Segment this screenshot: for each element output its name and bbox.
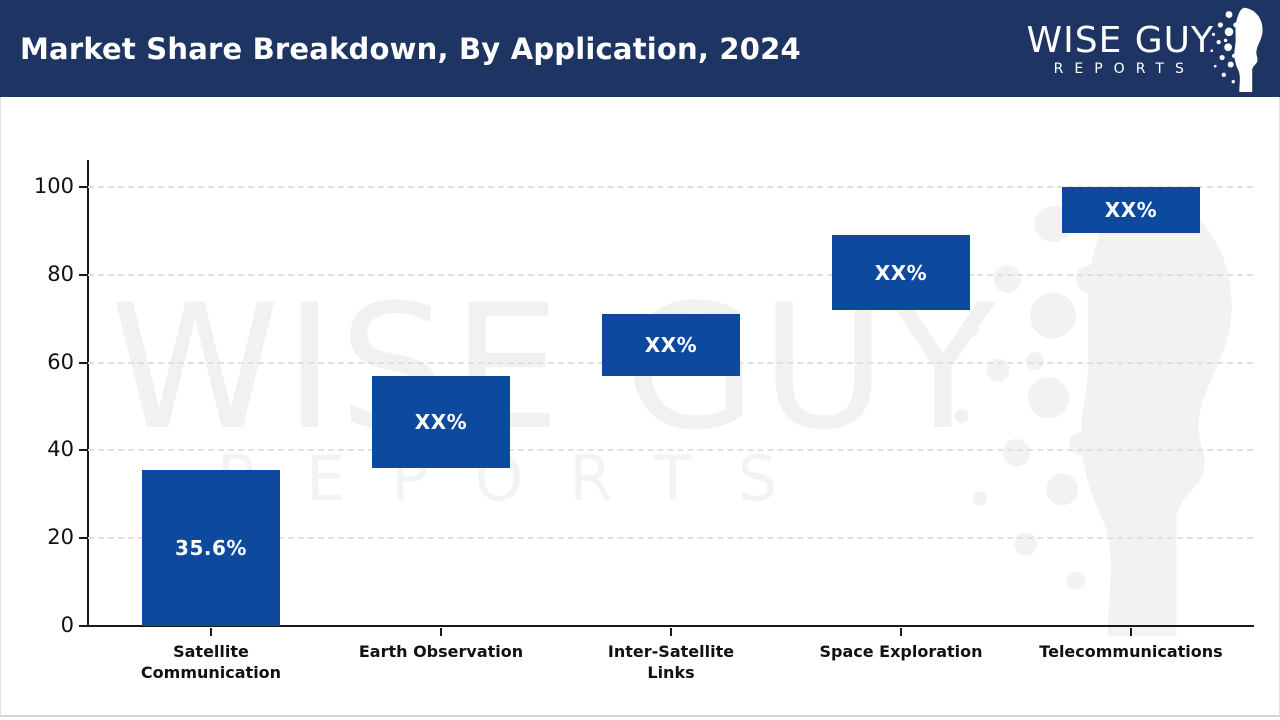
h-gridline [88, 273, 1253, 276]
x-category-label-line: Earth Observation [358, 642, 524, 661]
x-category-label: Satellite Communication [96, 641, 326, 683]
y-tick-label: 60 [47, 349, 74, 374]
x-category-label: Inter-Satellite Links [556, 641, 786, 683]
bar-value-label: XX% [644, 333, 698, 358]
h-gridline [88, 537, 1253, 540]
x-category-label: Telecommunications [1016, 641, 1246, 662]
bar-segment: XX% [832, 235, 970, 310]
x-tick-mark [670, 628, 672, 636]
x-category-label-line: Communication [140, 663, 282, 682]
x-axis-spine [87, 625, 1254, 627]
bar-segment: XX% [602, 314, 740, 376]
wise-guy-reports-logo: WISE GUY REPORTS [1027, 4, 1267, 94]
logo-reports-label: REPORTS [1053, 61, 1195, 77]
bar-segment: 35.6% [142, 469, 280, 626]
x-tick-mark [900, 628, 902, 636]
bar-value-label: 35.6% [175, 535, 247, 560]
x-category-label-line: Space Exploration [819, 642, 983, 661]
bar-value-label: XX% [874, 260, 928, 285]
y-tick-label: 40 [47, 437, 74, 462]
logo-wiseguy-label: WISE GUY [1026, 20, 1214, 61]
x-tick-mark [440, 628, 442, 636]
x-category-label: Earth Observation [326, 641, 556, 662]
x-category-label-line: Inter-Satellite [607, 642, 735, 661]
x-tick-mark [1130, 628, 1132, 636]
y-axis-spine [87, 160, 89, 627]
bar-segment: XX% [1062, 187, 1200, 234]
y-tick-mark [79, 537, 88, 540]
x-category-label-line: Telecommunications [1039, 642, 1223, 661]
bar-value-label: XX% [414, 409, 468, 434]
y-tick-mark [79, 449, 88, 452]
y-tick-mark [79, 273, 88, 276]
y-tick-label: 80 [47, 261, 74, 286]
x-category-label: Space Exploration [786, 641, 1016, 662]
logo-text: WISE GUY REPORTS [1026, 20, 1215, 78]
y-tick-mark [79, 625, 88, 627]
y-tick-mark [79, 361, 88, 364]
x-tick-mark [210, 628, 212, 636]
header-banner: Market Share Breakdown, By Application, … [0, 0, 1280, 97]
y-tick-label: 20 [47, 525, 74, 550]
logo-face-icon [1210, 7, 1263, 92]
h-gridline [88, 449, 1253, 452]
x-category-label-line: Satellite [173, 642, 249, 661]
bar-value-label: XX% [1104, 198, 1158, 223]
y-tick-label: 100 [33, 174, 74, 198]
x-category-label-line: Links [647, 663, 695, 682]
page-title: Market Share Breakdown, By Application, … [20, 31, 801, 66]
y-tick-mark [79, 186, 88, 188]
y-tick-label: 0 [60, 613, 74, 637]
bar-segment: XX% [372, 375, 510, 468]
h-gridline [88, 186, 1253, 188]
